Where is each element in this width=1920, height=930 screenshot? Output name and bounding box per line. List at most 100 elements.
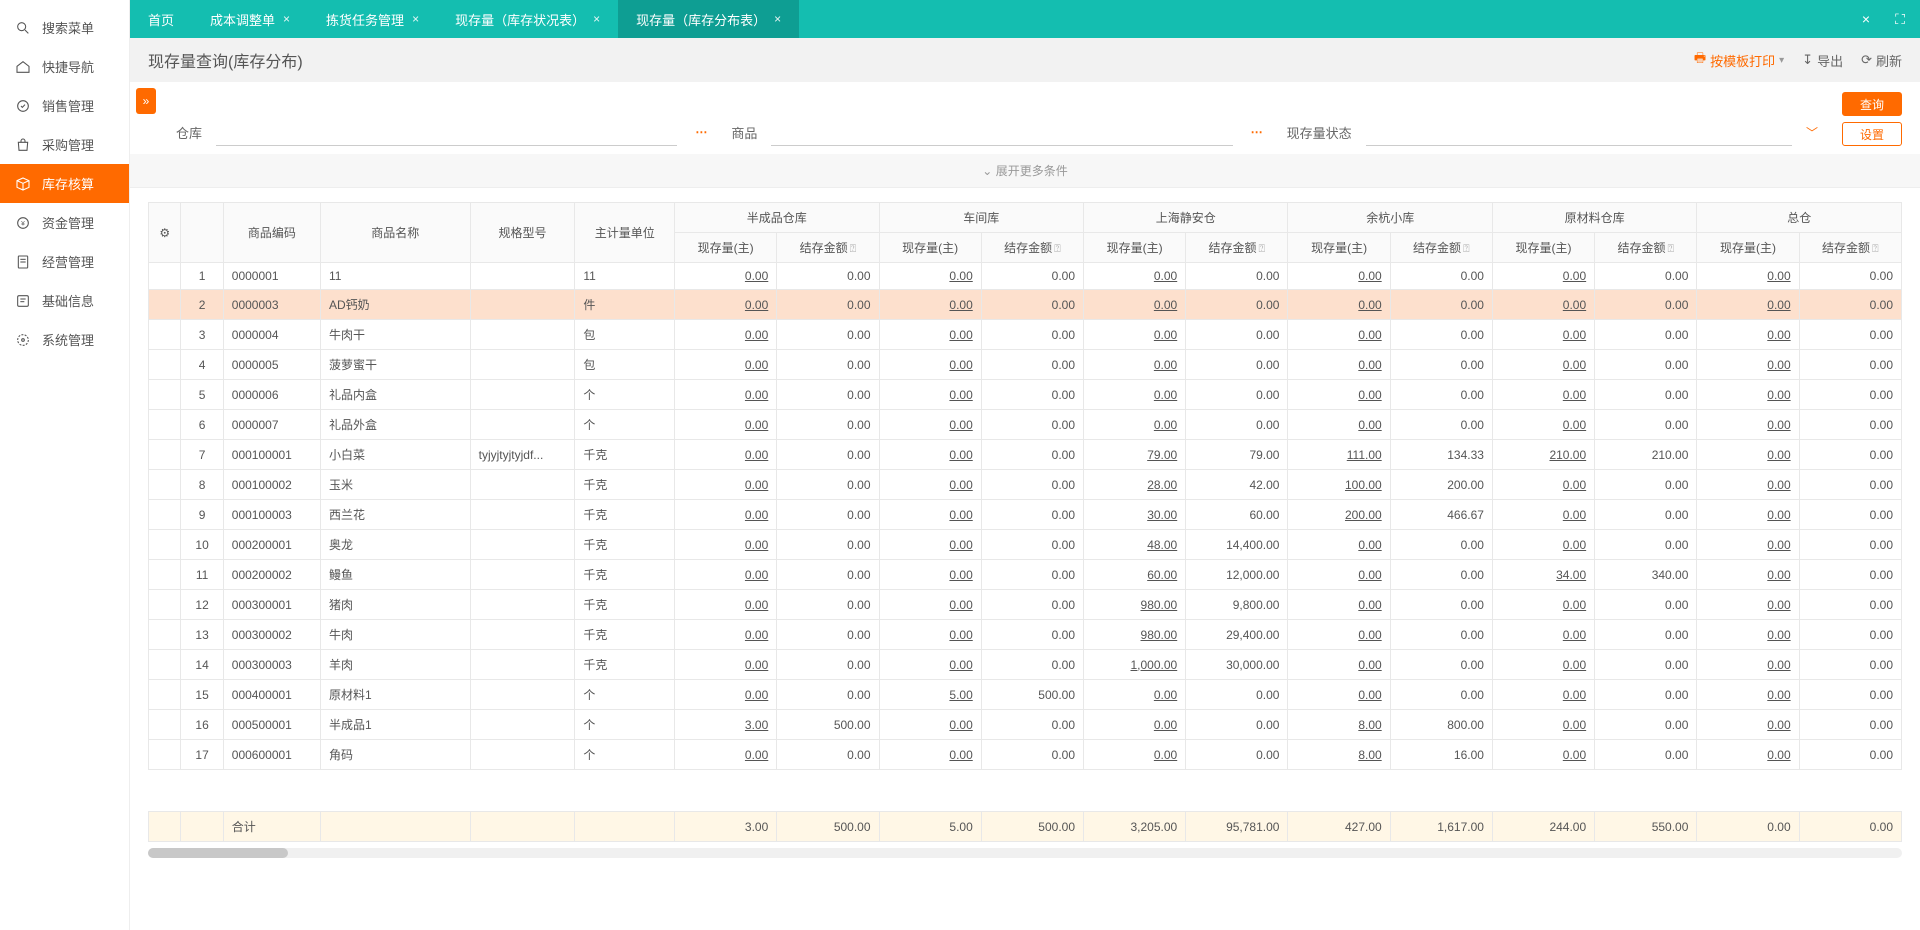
cell-qty[interactable]: 5.00 <box>879 680 981 710</box>
cell-qty[interactable]: 0.00 <box>675 530 777 560</box>
cell-qty[interactable]: 0.00 <box>879 590 981 620</box>
cell-qty[interactable]: 0.00 <box>1084 740 1186 770</box>
cell-qty[interactable]: 0.00 <box>879 350 981 380</box>
cell-qty[interactable]: 0.00 <box>1084 380 1186 410</box>
collapse-filter-button[interactable]: » <box>136 88 156 114</box>
cell-qty[interactable]: 0.00 <box>1492 620 1594 650</box>
help-icon[interactable]: ⍰ <box>1259 243 1266 255</box>
tab[interactable]: 现存量（库存分布表）× <box>618 0 799 38</box>
scrollbar-thumb[interactable] <box>148 848 288 858</box>
tab[interactable]: 首页 <box>130 0 192 38</box>
cell-qty[interactable]: 0.00 <box>879 500 981 530</box>
close-icon[interactable]: × <box>283 12 290 26</box>
cell-qty[interactable]: 0.00 <box>1492 710 1594 740</box>
cell-qty[interactable]: 0.00 <box>1288 290 1390 320</box>
sidebar-item-doc[interactable]: 经营管理 <box>0 242 129 281</box>
cell-qty[interactable]: 0.00 <box>1492 290 1594 320</box>
cell-qty[interactable]: 0.00 <box>879 470 981 500</box>
cell-qty[interactable]: 30.00 <box>1084 500 1186 530</box>
cell-qty[interactable]: 0.00 <box>1288 263 1390 290</box>
cell-qty[interactable]: 0.00 <box>1288 620 1390 650</box>
table-row[interactable]: 16000500001半成品1个3.00500.000.000.000.000.… <box>149 710 1902 740</box>
cell-qty[interactable]: 0.00 <box>1492 740 1594 770</box>
cell-qty[interactable]: 79.00 <box>1084 440 1186 470</box>
cell-qty[interactable]: 1,000.00 <box>1084 650 1186 680</box>
filter-product-input[interactable] <box>771 118 1232 146</box>
cell-qty[interactable]: 0.00 <box>1492 380 1594 410</box>
cell-qty[interactable]: 0.00 <box>1492 470 1594 500</box>
cell-qty[interactable]: 0.00 <box>1492 320 1594 350</box>
cell-qty[interactable]: 0.00 <box>1697 530 1799 560</box>
table-row[interactable]: 9000100003西兰花千克0.000.000.000.0030.0060.0… <box>149 500 1902 530</box>
cell-qty[interactable]: 0.00 <box>1492 410 1594 440</box>
cell-qty[interactable]: 0.00 <box>675 410 777 440</box>
lookup-icon[interactable]: ⋯ <box>691 125 707 139</box>
cell-qty[interactable]: 0.00 <box>675 620 777 650</box>
cell-qty[interactable]: 0.00 <box>1697 620 1799 650</box>
cell-qty[interactable]: 0.00 <box>1697 740 1799 770</box>
cell-qty[interactable]: 0.00 <box>675 320 777 350</box>
filter-warehouse-input[interactable] <box>216 118 677 146</box>
expand-more-filters[interactable]: ⌄ 展开更多条件 <box>130 154 1920 187</box>
cell-qty[interactable]: 0.00 <box>1697 350 1799 380</box>
query-button[interactable]: 查询 <box>1842 92 1902 116</box>
cell-qty[interactable]: 0.00 <box>879 380 981 410</box>
sidebar-item-search[interactable]: 搜索菜单 <box>0 8 129 47</box>
cell-qty[interactable]: 0.00 <box>879 740 981 770</box>
cell-qty[interactable]: 210.00 <box>1492 440 1594 470</box>
cell-qty[interactable]: 0.00 <box>879 710 981 740</box>
sidebar-item-gear-dashed[interactable]: 系统管理 <box>0 320 129 359</box>
lookup-icon[interactable]: ⋯ <box>1247 125 1263 139</box>
table-row[interactable]: 60000007礼品外盒个0.000.000.000.000.000.000.0… <box>149 410 1902 440</box>
refresh-action[interactable]: ⟳ 刷新 <box>1861 51 1902 70</box>
cell-qty[interactable]: 0.00 <box>1492 500 1594 530</box>
settings-button[interactable]: 设置 <box>1842 122 1902 146</box>
cell-qty[interactable]: 0.00 <box>1288 320 1390 350</box>
help-icon[interactable]: ⍰ <box>850 243 857 255</box>
cell-qty[interactable]: 0.00 <box>1084 290 1186 320</box>
cell-qty[interactable]: 0.00 <box>1697 380 1799 410</box>
help-icon[interactable]: ⍰ <box>1667 243 1674 255</box>
close-icon[interactable]: × <box>412 12 419 26</box>
cell-qty[interactable]: 0.00 <box>1697 680 1799 710</box>
cell-qty[interactable]: 0.00 <box>1697 440 1799 470</box>
cell-qty[interactable]: 0.00 <box>675 350 777 380</box>
cell-qty[interactable]: 0.00 <box>1492 530 1594 560</box>
cell-qty[interactable]: 0.00 <box>1084 680 1186 710</box>
cell-qty[interactable]: 0.00 <box>675 650 777 680</box>
cell-qty[interactable]: 0.00 <box>1492 680 1594 710</box>
sidebar-item-info[interactable]: 基础信息 <box>0 281 129 320</box>
close-button[interactable]: × <box>1852 5 1880 33</box>
cell-qty[interactable]: 0.00 <box>1084 710 1186 740</box>
sidebar-item-coin[interactable]: ¥资金管理 <box>0 203 129 242</box>
horizontal-scrollbar[interactable] <box>148 848 1902 858</box>
help-icon[interactable]: ⍰ <box>1872 243 1879 255</box>
cell-qty[interactable]: 0.00 <box>1697 263 1799 290</box>
table-row[interactable]: 50000006礼品内盒个0.000.000.000.000.000.000.0… <box>149 380 1902 410</box>
table-row[interactable]: 20000003AD钙奶件0.000.000.000.000.000.000.0… <box>149 290 1902 320</box>
cell-qty[interactable]: 100.00 <box>1288 470 1390 500</box>
cell-qty[interactable]: 0.00 <box>1288 650 1390 680</box>
cell-qty[interactable]: 0.00 <box>675 380 777 410</box>
table-row[interactable]: 40000005菠萝蜜干包0.000.000.000.000.000.000.0… <box>149 350 1902 380</box>
cell-qty[interactable]: 0.00 <box>1697 710 1799 740</box>
cell-qty[interactable]: 0.00 <box>1492 650 1594 680</box>
export-action[interactable]: ↧ 导出 <box>1802 51 1843 70</box>
table-row[interactable]: 14000300003羊肉千克0.000.000.000.001,000.003… <box>149 650 1902 680</box>
cell-qty[interactable]: 0.00 <box>879 440 981 470</box>
table-row[interactable]: 17000600001角码个0.000.000.000.000.000.008.… <box>149 740 1902 770</box>
cell-qty[interactable]: 0.00 <box>879 290 981 320</box>
cell-qty[interactable]: 0.00 <box>1492 350 1594 380</box>
cell-qty[interactable]: 60.00 <box>1084 560 1186 590</box>
cell-qty[interactable]: 0.00 <box>1288 380 1390 410</box>
cell-qty[interactable]: 0.00 <box>1288 350 1390 380</box>
cell-qty[interactable]: 0.00 <box>675 560 777 590</box>
table-row[interactable]: 8000100002玉米千克0.000.000.000.0028.0042.00… <box>149 470 1902 500</box>
chevron-down-icon[interactable]: ﹀ <box>1806 124 1818 141</box>
cell-qty[interactable]: 0.00 <box>1492 590 1594 620</box>
close-icon[interactable]: × <box>593 12 600 26</box>
cell-qty[interactable]: 0.00 <box>1288 410 1390 440</box>
table-row[interactable]: 12000300001猪肉千克0.000.000.000.00980.009,8… <box>149 590 1902 620</box>
cell-qty[interactable]: 0.00 <box>1697 290 1799 320</box>
cell-qty[interactable]: 0.00 <box>1697 650 1799 680</box>
